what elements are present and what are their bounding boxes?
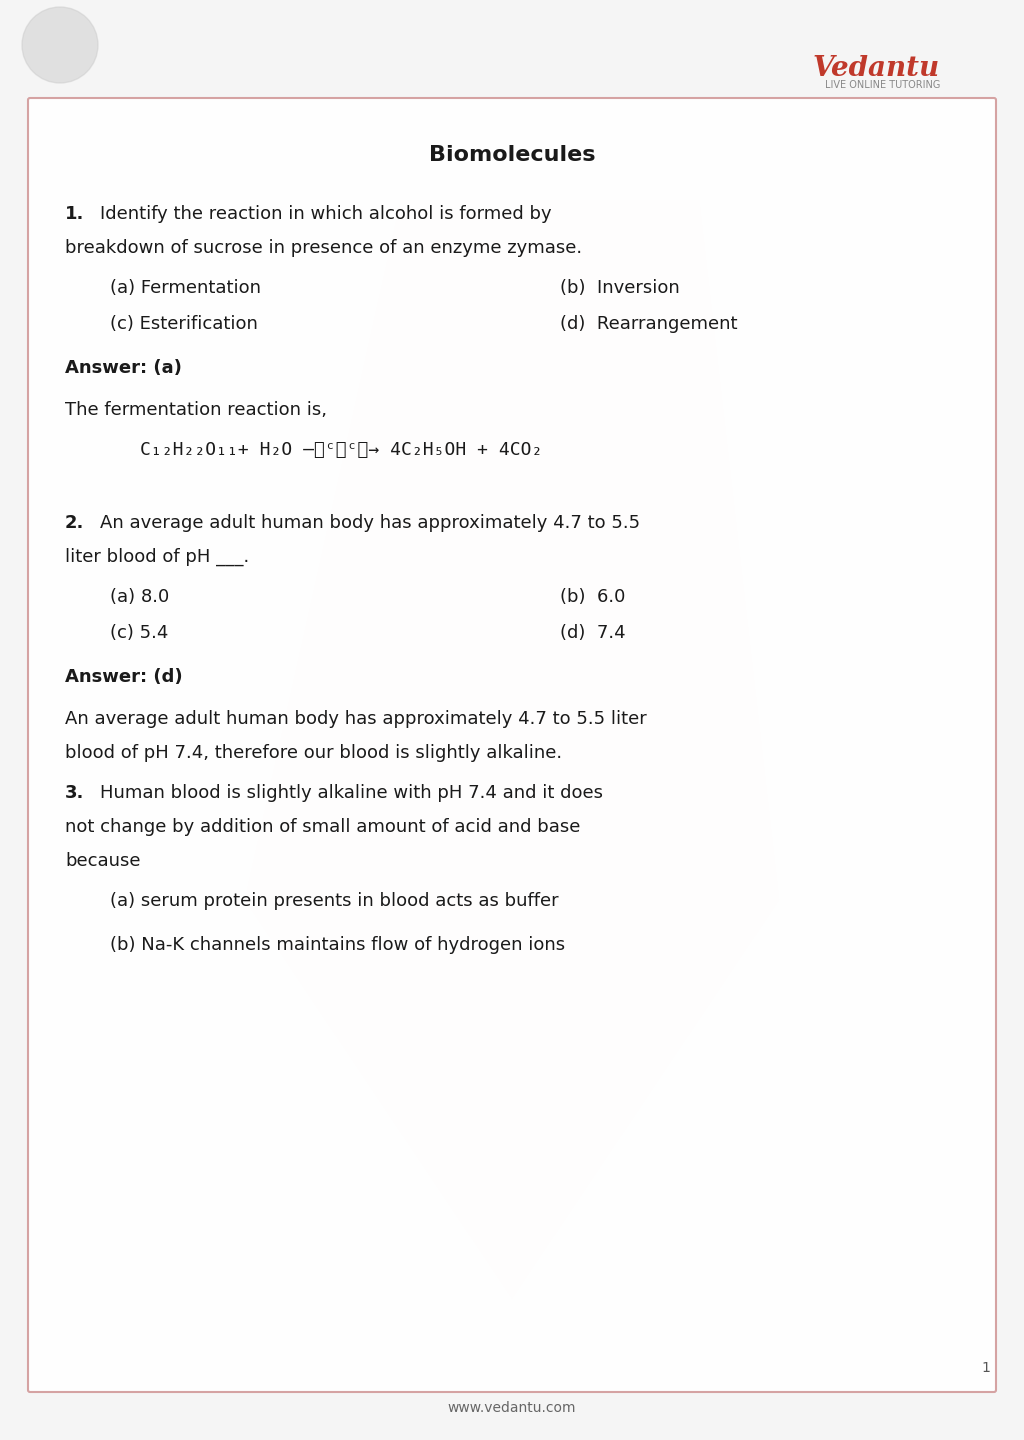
FancyBboxPatch shape: [28, 98, 996, 1392]
Text: 1: 1: [981, 1361, 990, 1375]
Text: (b)  6.0: (b) 6.0: [560, 588, 626, 606]
Text: (b)  Inversion: (b) Inversion: [560, 279, 680, 297]
Text: (a) Fermentation: (a) Fermentation: [110, 279, 261, 297]
Text: 1.: 1.: [65, 204, 84, 223]
Text: Biomolecules: Biomolecules: [429, 145, 595, 166]
Text: (c) Esterification: (c) Esterification: [110, 315, 258, 333]
Text: blood of pH 7.4, therefore our blood is slightly alkaline.: blood of pH 7.4, therefore our blood is …: [65, 744, 562, 762]
Text: (d)  7.4: (d) 7.4: [560, 624, 626, 642]
Text: Human blood is slightly alkaline with pH 7.4 and it does: Human blood is slightly alkaline with pH…: [100, 783, 603, 802]
Text: An average adult human body has approximately 4.7 to 5.5 liter: An average adult human body has approxim…: [65, 710, 647, 729]
Text: Answer: (a): Answer: (a): [65, 359, 182, 377]
Polygon shape: [244, 200, 780, 1300]
Text: breakdown of sucrose in presence of an enzyme zymase.: breakdown of sucrose in presence of an e…: [65, 239, 582, 256]
Text: not change by addition of small amount of acid and base: not change by addition of small amount o…: [65, 818, 581, 837]
Text: (d)  Rearrangement: (d) Rearrangement: [560, 315, 737, 333]
Text: 2.: 2.: [65, 514, 84, 531]
Text: (c) 5.4: (c) 5.4: [110, 624, 168, 642]
Circle shape: [22, 7, 98, 84]
Text: LIVE ONLINE TUTORING: LIVE ONLINE TUTORING: [824, 81, 940, 89]
Text: Vedantu: Vedantu: [813, 55, 940, 82]
Text: 3.: 3.: [65, 783, 84, 802]
Text: Answer: (d): Answer: (d): [65, 668, 182, 685]
Text: (b) Na-K channels maintains flow of hydrogen ions: (b) Na-K channels maintains flow of hydr…: [110, 936, 565, 953]
Text: liter blood of pH ___.: liter blood of pH ___.: [65, 549, 249, 566]
Text: Identify the reaction in which alcohol is formed by: Identify the reaction in which alcohol i…: [100, 204, 552, 223]
Text: www.vedantu.com: www.vedantu.com: [447, 1401, 577, 1416]
Text: C₁₂H₂₂O₁₁+ H₂O —ᶑᶜᶐᶜ⸻→ 4C₂H₅OH + 4CO₂: C₁₂H₂₂O₁₁+ H₂O —ᶑᶜᶐᶜ⸻→ 4C₂H₅OH + 4CO₂: [140, 441, 543, 459]
Text: The fermentation reaction is,: The fermentation reaction is,: [65, 400, 327, 419]
Text: (a) 8.0: (a) 8.0: [110, 588, 169, 606]
Text: An average adult human body has approximately 4.7 to 5.5: An average adult human body has approxim…: [100, 514, 640, 531]
Text: because: because: [65, 852, 140, 870]
Text: (a) serum protein presents in blood acts as buffer: (a) serum protein presents in blood acts…: [110, 891, 559, 910]
